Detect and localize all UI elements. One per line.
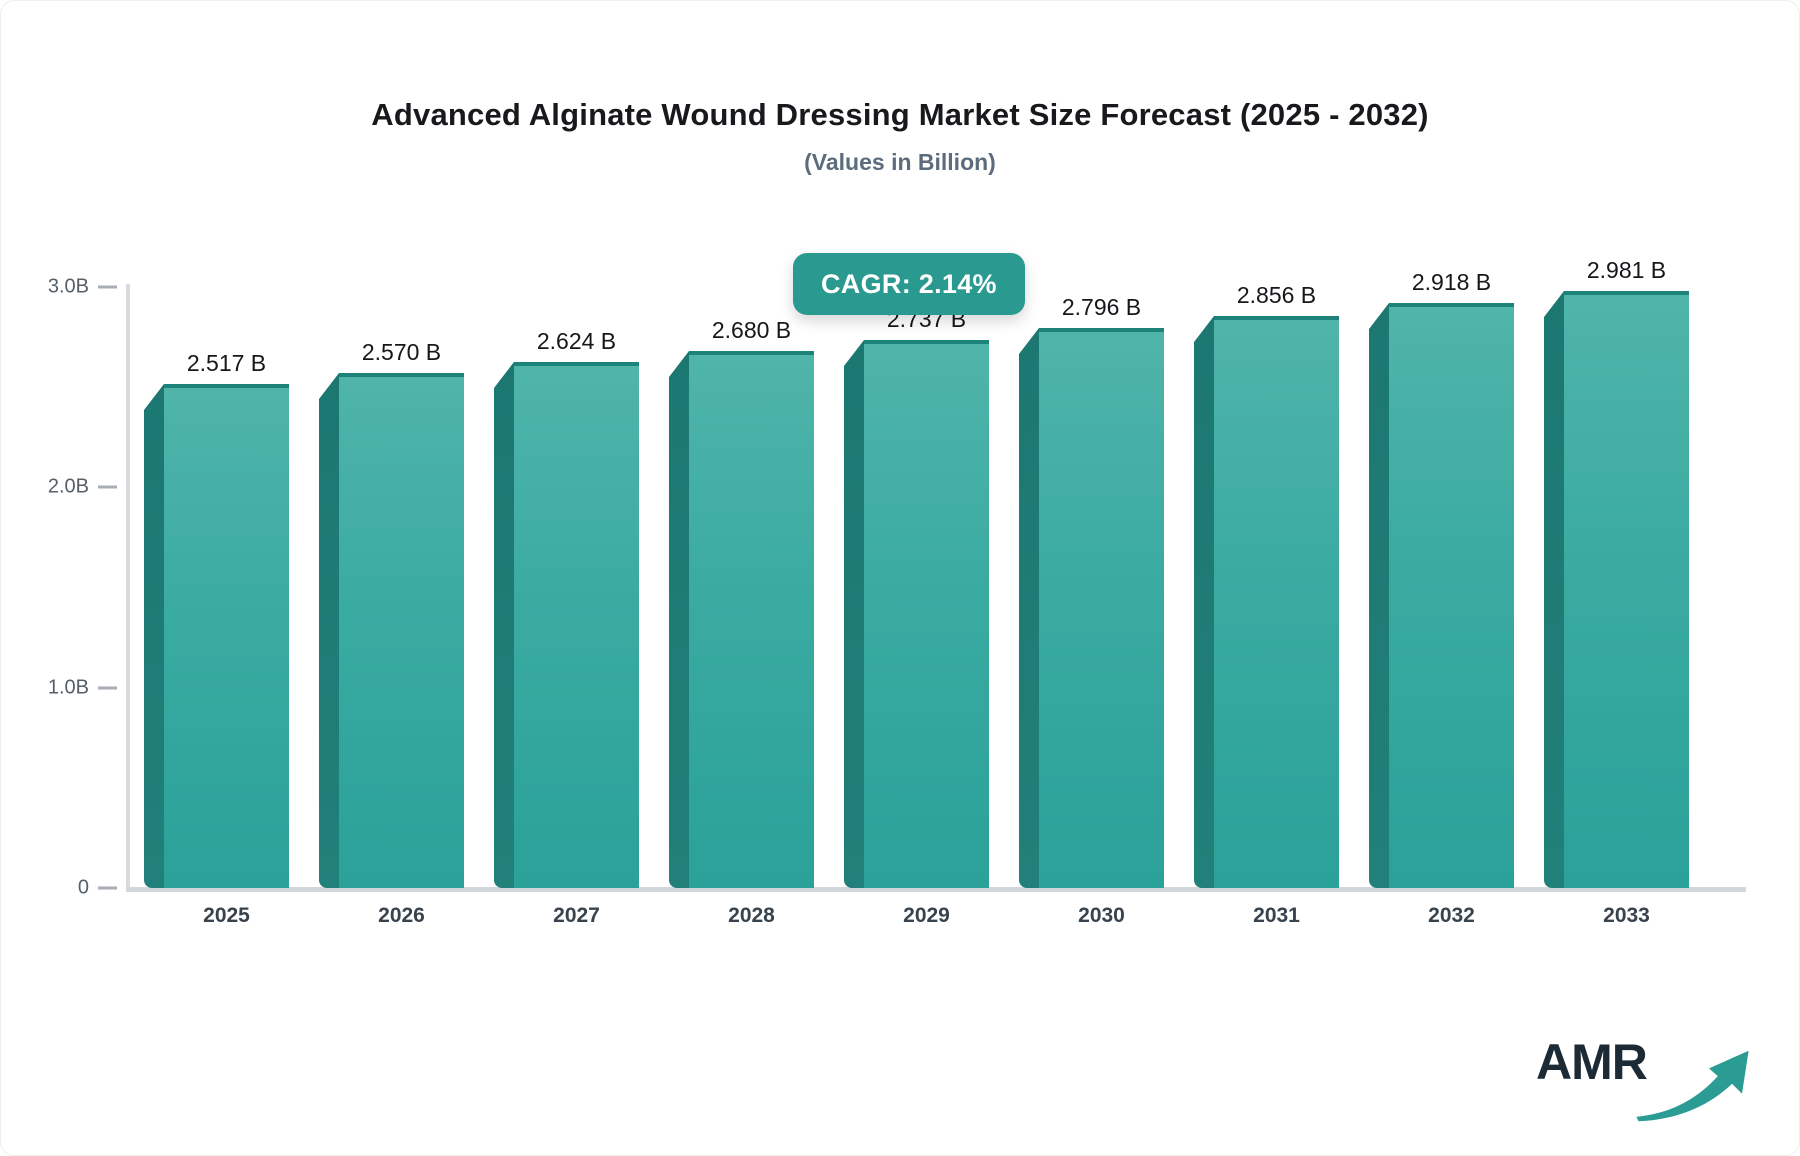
bar-value-label: 2.856 B: [1236, 282, 1317, 308]
y-tick-mark: [98, 285, 117, 289]
bar-2030: [1019, 328, 1164, 888]
y-axis-line: [126, 284, 130, 892]
cagr-badge: CAGR: 2.14%: [793, 253, 1025, 315]
bar-side-face: [144, 384, 164, 888]
bar-side-face: [1544, 291, 1564, 888]
bar-side-face: [669, 351, 689, 888]
x-axis-baseline: [126, 887, 1746, 892]
y-tick-mark: [98, 686, 117, 690]
bar-2026: [319, 373, 464, 888]
bar-side-face: [1019, 328, 1039, 888]
bar-2027: [494, 362, 639, 888]
y-tick-label: 3.0B: [47, 275, 89, 298]
chart-subtitle: (Values in Billion): [804, 149, 996, 175]
x-tick-label: 2030: [1078, 904, 1125, 927]
x-tick-label: 2027: [553, 904, 600, 927]
bar-2028: [669, 351, 814, 888]
y-tick-label: 2.0B: [47, 475, 89, 498]
y-tick-mark: [98, 485, 117, 489]
y-tick-mark: [98, 886, 117, 890]
bar-side-face: [1194, 316, 1214, 888]
bar-side-face: [494, 362, 514, 888]
amr-logo: AMR: [1536, 1033, 1766, 1123]
bar-front-face: [1564, 291, 1689, 888]
x-tick-label: 2033: [1603, 904, 1650, 927]
bar-front-face: [689, 351, 814, 888]
x-tick-label: 2029: [903, 904, 950, 927]
bar-front-face: [1389, 303, 1514, 888]
growth-arrow-icon: [1636, 1050, 1749, 1122]
bar-2032: [1369, 303, 1514, 888]
bar-2025: [144, 384, 289, 888]
bar-value-label: 2.918 B: [1411, 269, 1492, 295]
bar-front-face: [1214, 316, 1339, 888]
bar-2033: [1544, 291, 1689, 888]
bar-front-face: [514, 362, 639, 888]
x-tick-label: 2031: [1253, 904, 1300, 927]
bar-side-face: [844, 340, 864, 888]
bar-front-face: [339, 373, 464, 888]
bar-front-face: [1039, 328, 1164, 888]
chart-title: Advanced Alginate Wound Dressing Market …: [371, 97, 1429, 132]
bar-value-label: 2.517 B: [186, 350, 267, 376]
bar-value-label: 2.796 B: [1061, 294, 1142, 320]
bar-side-face: [1369, 303, 1389, 888]
y-tick-label: 1.0B: [47, 676, 89, 699]
amr-logo-text: AMR: [1536, 1034, 1648, 1090]
bar-side-face: [319, 373, 339, 888]
x-tick-label: 2032: [1428, 904, 1475, 927]
bar-2031: [1194, 316, 1339, 888]
bar-value-label: 2.680 B: [711, 317, 792, 343]
x-tick-label: 2028: [728, 904, 775, 927]
bar-front-face: [164, 384, 289, 888]
y-tick-label: 0: [77, 876, 89, 899]
x-tick-label: 2025: [203, 904, 250, 927]
bar-value-label: 2.981 B: [1586, 257, 1667, 283]
bar-value-label: 2.570 B: [361, 339, 442, 365]
x-tick-label: 2026: [378, 904, 425, 927]
bar-2029: [844, 340, 989, 888]
bar-front-face: [864, 340, 989, 888]
bar-value-label: 2.624 B: [536, 328, 617, 354]
